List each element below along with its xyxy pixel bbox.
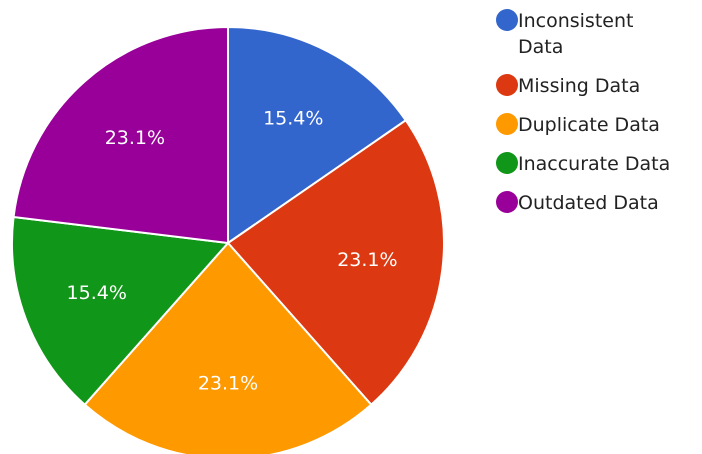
pie-slice-outdated-data: [12, 25, 229, 245]
slice-label-inaccurate-data: 15.4%: [67, 282, 127, 304]
legend-label-missing-data: Missing Data: [518, 75, 640, 97]
legend-label-inaccurate-data: Inaccurate Data: [518, 153, 670, 175]
pie-slices: [11, 25, 445, 454]
legend-swatch-inconsistent-data: [496, 9, 518, 31]
legend-label-inconsistent-data: Inconsistent Data: [518, 10, 633, 58]
slice-label-missing-data: 23.1%: [337, 249, 397, 271]
legend-item-missing-data: Missing Data: [496, 74, 640, 97]
legend-swatch-outdated-data: [496, 191, 518, 213]
slice-label-inconsistent-data: 15.4%: [263, 108, 323, 130]
slice-label-outdated-data: 23.1%: [105, 127, 165, 149]
legend-swatch-duplicate-data: [496, 113, 518, 135]
legend-item-duplicate-data: Duplicate Data: [496, 113, 660, 136]
legend-item-inconsistent-data: Inconsistent Data: [496, 9, 633, 58]
legend-swatch-missing-data: [496, 74, 518, 96]
legend-swatch-inaccurate-data: [496, 152, 518, 174]
pie-slice-missing-data: [226, 118, 445, 407]
legend-label-outdated-data: Outdated Data: [518, 192, 659, 214]
slice-label-duplicate-data: 23.1%: [198, 372, 258, 394]
pie-slice-inaccurate-data: [11, 215, 231, 407]
legend-item-outdated-data: Outdated Data: [496, 191, 659, 214]
pie-slice-inconsistent-data: [227, 25, 408, 245]
pie-slice-duplicate-data: [83, 241, 373, 454]
legend-label-duplicate-data: Duplicate Data: [518, 114, 660, 136]
pie-slice-labels: 15.4% 23.1% 23.1% 15.4% 23.1%: [67, 108, 398, 395]
legend: Inconsistent Data Missing Data Duplicate Da…: [496, 9, 670, 214]
legend-item-inaccurate-data: Inaccurate Data: [496, 152, 670, 175]
